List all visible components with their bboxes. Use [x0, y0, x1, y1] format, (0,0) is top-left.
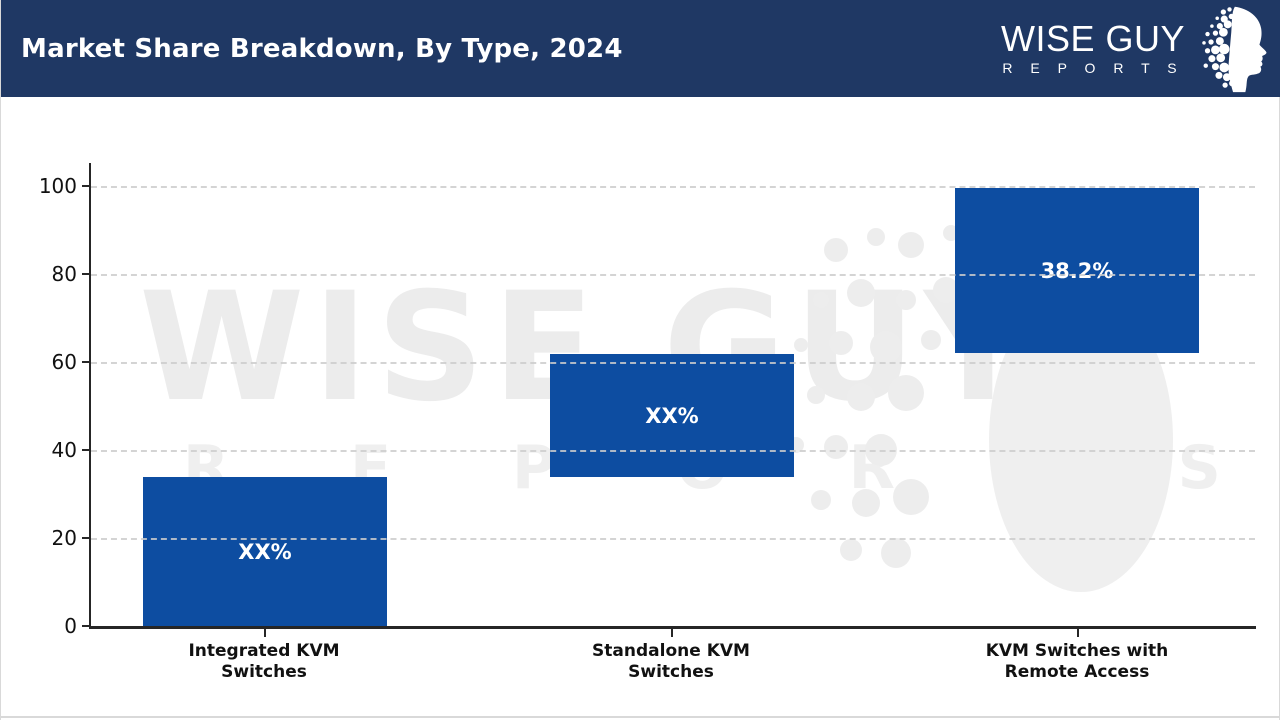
brand-name: WISE GUY — [1000, 18, 1185, 59]
y-tick-mark — [82, 449, 90, 451]
bar-value-label: XX% — [645, 403, 699, 428]
y-tick-label: 20 — [51, 526, 77, 550]
brand-logo: WISE GUY R E P O R T S — [1001, 0, 1273, 97]
page-title: Market Share Breakdown, By Type, 2024 — [21, 33, 623, 64]
y-tick-label: 40 — [51, 438, 77, 462]
watermark-dotted-head — [788, 225, 1173, 592]
x-tick-mark — [1077, 629, 1079, 637]
x-category-label-standalone: Standalone KVM Switches — [511, 641, 831, 683]
x-tick-mark — [671, 629, 673, 637]
bar-value-label: 38.2% — [1040, 258, 1114, 283]
bar-value-label: XX% — [238, 540, 292, 564]
brand-subtitle: R E P O R T S — [1002, 60, 1184, 76]
gridline-100 — [91, 186, 1255, 188]
gridline-80 — [91, 274, 1255, 276]
footer-divider — [1, 716, 1280, 718]
y-tick-label: 80 — [51, 262, 77, 286]
y-tick-mark — [82, 185, 90, 187]
y-tick-label: 0 — [64, 614, 77, 638]
brand-logo-text: WISE GUY R E P O R T S — [1000, 18, 1185, 77]
gridline-20 — [91, 538, 1255, 540]
bar-standalone-kvm-switches: XX% — [550, 354, 794, 477]
dotted-head-icon — [1202, 6, 1267, 93]
x-category-line: Remote Access — [1004, 662, 1150, 682]
y-tick-mark — [82, 361, 90, 363]
x-axis-spine — [89, 626, 1256, 629]
x-category-line: Switches — [628, 662, 714, 682]
bar-integrated-kvm-switches: XX% — [143, 477, 387, 627]
x-category-label-remote-access: KVM Switches with Remote Access — [917, 641, 1237, 683]
y-tick-mark — [82, 273, 90, 275]
y-axis-spine — [89, 163, 91, 629]
y-tick-mark — [82, 537, 90, 539]
x-category-line: Integrated KVM — [188, 641, 340, 661]
x-category-line: KVM Switches with — [985, 641, 1169, 661]
x-category-line: Standalone KVM — [592, 641, 750, 661]
gridline-40 — [91, 450, 1255, 452]
bar-kvm-switches-remote-access: 38.2% — [955, 188, 1199, 353]
x-category-line: Switches — [221, 662, 307, 682]
y-tick-label: 60 — [51, 350, 77, 374]
header-bar: Market Share Breakdown, By Type, 2024 WI… — [1, 0, 1280, 97]
x-tick-mark — [264, 629, 266, 637]
gridline-60 — [91, 362, 1255, 364]
y-tick-mark — [82, 625, 90, 627]
x-category-label-integrated: Integrated KVM Switches — [104, 641, 424, 683]
y-tick-label: 100 — [38, 174, 77, 198]
